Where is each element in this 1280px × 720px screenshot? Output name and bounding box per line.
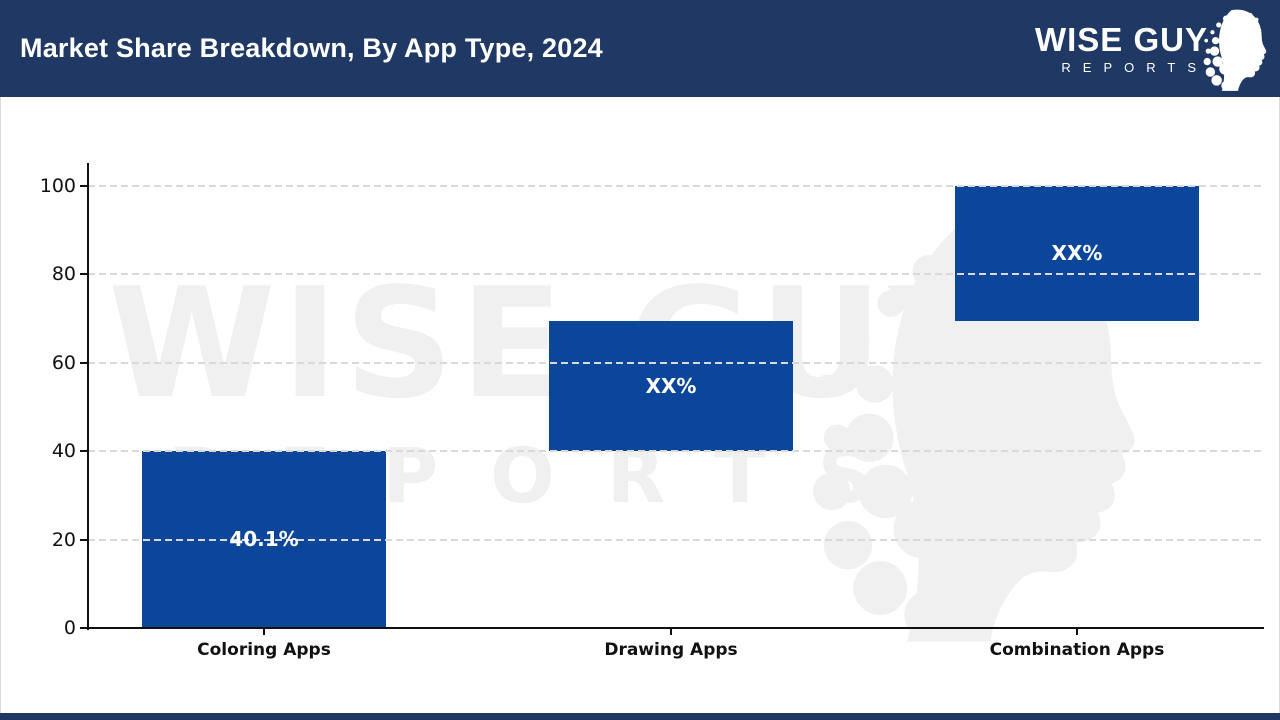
y-tick-label-80: 80 xyxy=(51,263,76,285)
y-tick-60 xyxy=(80,361,87,364)
bar-combination-apps xyxy=(955,185,1199,322)
x-tick-drawing-apps xyxy=(670,629,672,635)
y-axis-spine xyxy=(87,163,89,630)
y-tick-20 xyxy=(80,538,87,541)
y-tick-40 xyxy=(80,450,87,452)
logo-wordmark: WISE GUY xyxy=(1034,21,1208,59)
x-tick-coloring-apps xyxy=(263,629,265,635)
y-tick-100 xyxy=(80,184,87,187)
footer-bar xyxy=(0,713,1280,720)
y-tick-label-60: 60 xyxy=(51,351,76,374)
y-tick-80 xyxy=(80,273,87,275)
header-bar: Market Share Breakdown, By App Type, 202… xyxy=(0,0,1280,97)
page-left-border xyxy=(0,97,1,720)
y-tick-label-40: 40 xyxy=(51,440,76,462)
gridline-20 xyxy=(88,538,1264,541)
wise-guy-reports-logo: WISE GUY REPORTS xyxy=(1035,5,1270,93)
y-tick-label-20: 20 xyxy=(51,528,76,551)
gridline-40 xyxy=(88,450,1264,452)
y-tick-0 xyxy=(80,627,87,629)
bar-value-label-combination-apps: XX% xyxy=(1051,241,1103,266)
x-category-label-combination-apps: Combination Apps xyxy=(989,640,1165,660)
x-tick-combination-apps xyxy=(1076,629,1078,635)
chart-title: Market Share Breakdown, By App Type, 202… xyxy=(20,33,603,63)
logo-subtitle: REPORTS xyxy=(1061,59,1208,75)
x-category-label-coloring-apps: Coloring Apps xyxy=(197,640,331,660)
bar-value-label-drawing-apps: XX% xyxy=(645,373,697,398)
gridline-60 xyxy=(88,361,1264,364)
x-axis-spine xyxy=(87,627,1264,629)
bar-drawing-apps xyxy=(549,321,793,451)
x-category-label-drawing-apps: Drawing Apps xyxy=(604,640,738,660)
gridline-100 xyxy=(88,184,1264,187)
logo-text: WISE GUY REPORTS xyxy=(1035,23,1208,75)
bar-value-label-coloring-apps: 40.1% xyxy=(229,527,299,552)
y-tick-label-0: 0 xyxy=(63,617,76,639)
y-tick-label-100: 100 xyxy=(39,174,76,197)
gridline-80 xyxy=(88,273,1264,275)
